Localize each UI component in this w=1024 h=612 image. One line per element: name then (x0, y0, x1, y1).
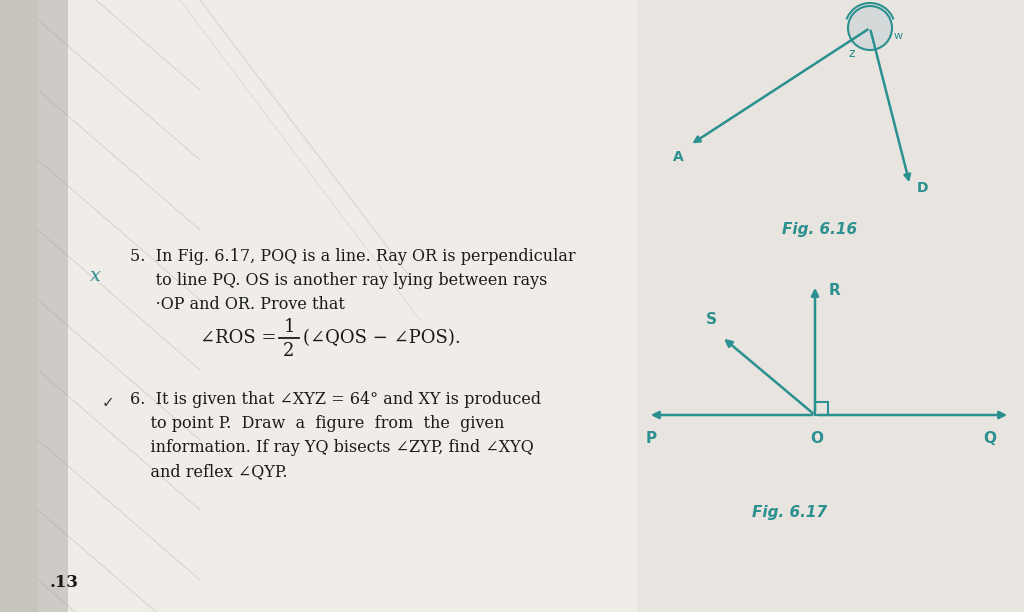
Bar (815, 402, 828, 415)
Text: .13: .13 (50, 574, 79, 591)
Text: and reflex ∠QYP.: and reflex ∠QYP. (130, 463, 288, 480)
Text: 6.  It is given that ∠XYZ = 64° and XY is produced: 6. It is given that ∠XYZ = 64° and XY is… (130, 391, 541, 408)
Text: Fig. 6.16: Fig. 6.16 (782, 222, 857, 237)
Text: w: w (893, 31, 902, 41)
Circle shape (848, 6, 892, 50)
Text: to point P.  Draw  a  figure  from  the  given: to point P. Draw a figure from the given (130, 415, 505, 432)
Text: A: A (673, 150, 683, 164)
FancyBboxPatch shape (38, 0, 638, 612)
Text: 2: 2 (284, 342, 295, 360)
FancyBboxPatch shape (38, 0, 68, 612)
Text: Q: Q (983, 431, 996, 446)
Text: O: O (811, 431, 823, 446)
Text: D: D (916, 181, 928, 195)
Text: S: S (706, 312, 717, 327)
Text: 1: 1 (284, 318, 295, 336)
Text: ·OP and OR. Prove that: ·OP and OR. Prove that (130, 296, 345, 313)
Text: z: z (849, 47, 855, 59)
Text: (∠QOS − ∠POS).: (∠QOS − ∠POS). (303, 329, 461, 347)
Text: ∠ROS =: ∠ROS = (200, 329, 283, 347)
Text: information. If ray YQ bisects ∠ZYP, find ∠XYQ: information. If ray YQ bisects ∠ZYP, fin… (130, 439, 534, 456)
Text: to line PQ. OS is another ray lying between rays: to line PQ. OS is another ray lying betw… (130, 272, 548, 289)
Text: P: P (645, 431, 656, 446)
Text: R: R (829, 283, 841, 297)
Text: 5.  In Fig. 6.17, POQ is a line. Ray OR is perpendicular: 5. In Fig. 6.17, POQ is a line. Ray OR i… (130, 248, 575, 265)
Text: ✓: ✓ (101, 395, 115, 411)
Text: Fig. 6.17: Fig. 6.17 (753, 505, 827, 520)
FancyBboxPatch shape (638, 0, 1024, 612)
Text: x: x (89, 267, 100, 285)
